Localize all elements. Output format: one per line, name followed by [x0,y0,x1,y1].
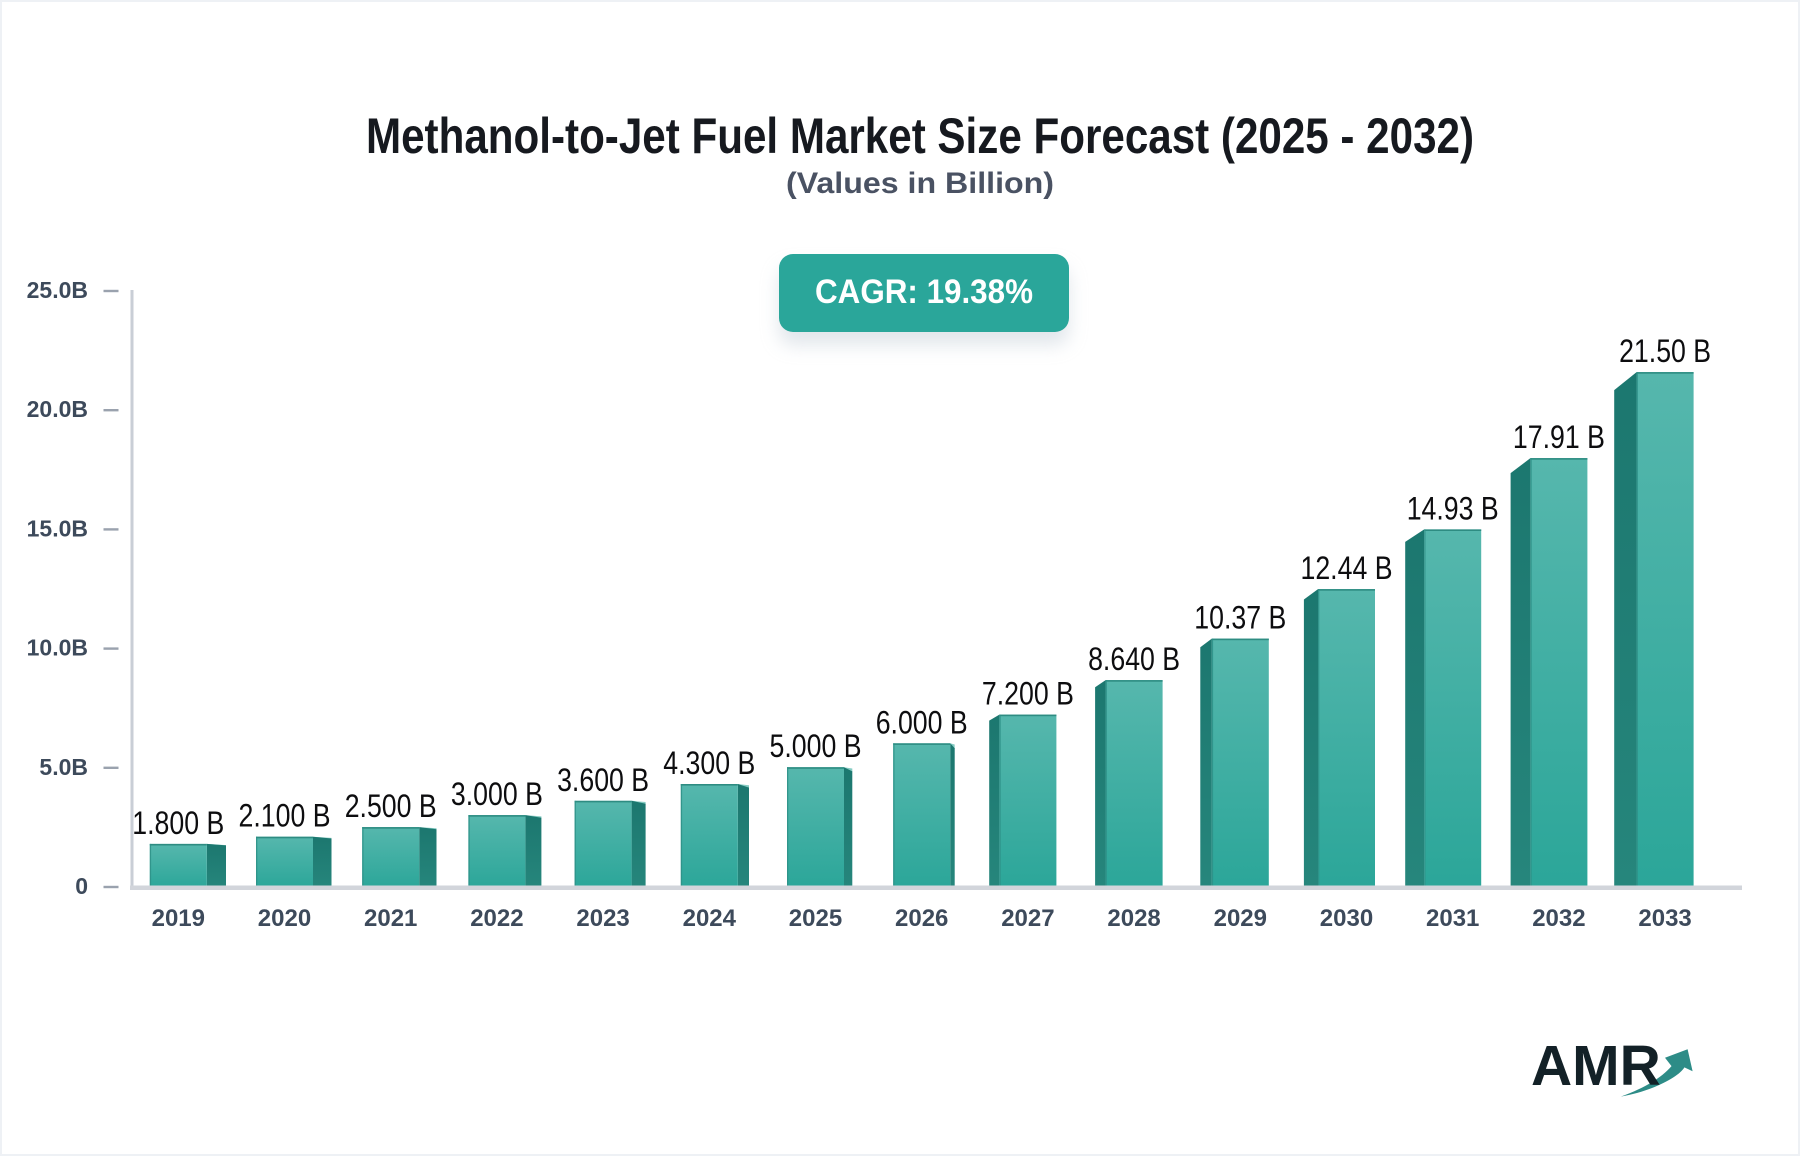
svg-text:21.50 B: 21.50 B [1619,333,1711,369]
svg-text:10.0B: 10.0B [27,635,88,661]
svg-text:5.000 B: 5.000 B [770,728,862,764]
svg-text:3.000 B: 3.000 B [451,776,543,812]
svg-text:2.100 B: 2.100 B [239,798,331,834]
svg-text:10.37 B: 10.37 B [1194,600,1286,636]
svg-text:AMR: AMR [1531,1034,1661,1098]
svg-text:7.200 B: 7.200 B [982,676,1074,712]
svg-text:2019: 2019 [152,905,205,932]
svg-text:12.44 B: 12.44 B [1301,550,1393,586]
svg-text:(Values in Billion): (Values in Billion) [786,167,1054,200]
svg-text:Methanol-to-Jet Fuel Market Si: Methanol-to-Jet Fuel Market Size Forecas… [366,108,1474,164]
svg-text:2033: 2033 [1638,905,1691,932]
svg-text:5.0B: 5.0B [39,754,88,780]
svg-text:2027: 2027 [1001,905,1054,932]
svg-text:2024: 2024 [683,905,737,932]
svg-text:2028: 2028 [1107,905,1160,932]
svg-text:2031: 2031 [1426,905,1479,932]
svg-text:2032: 2032 [1532,905,1585,932]
svg-text:4.300 B: 4.300 B [663,745,755,781]
svg-text:15.0B: 15.0B [27,515,88,541]
svg-text:2026: 2026 [895,905,948,932]
svg-text:8.640 B: 8.640 B [1088,641,1180,677]
svg-text:2022: 2022 [470,905,523,932]
svg-text:0: 0 [75,873,88,899]
svg-text:2030: 2030 [1320,905,1373,932]
svg-text:20.0B: 20.0B [27,396,88,422]
svg-text:CAGR: 19.38%: CAGR: 19.38% [815,273,1033,311]
svg-text:2020: 2020 [258,905,311,932]
svg-text:3.600 B: 3.600 B [557,762,649,798]
svg-text:2023: 2023 [576,905,629,932]
svg-text:17.91 B: 17.91 B [1513,419,1605,455]
svg-text:2025: 2025 [789,905,842,932]
svg-text:14.93 B: 14.93 B [1407,490,1499,526]
svg-text:6.000 B: 6.000 B [876,704,968,740]
svg-text:1.800 B: 1.800 B [132,805,224,841]
svg-text:2.500 B: 2.500 B [345,788,437,824]
svg-text:2029: 2029 [1214,905,1267,932]
svg-text:25.0B: 25.0B [27,277,88,303]
svg-text:2021: 2021 [364,905,417,932]
